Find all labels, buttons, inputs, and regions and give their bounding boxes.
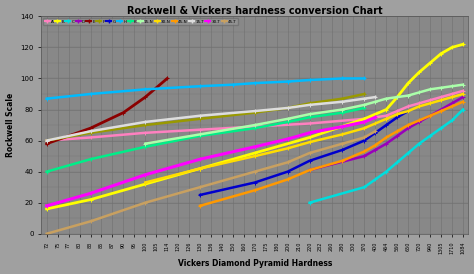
Y-axis label: Rockwell Scale: Rockwell Scale [6,93,15,157]
X-axis label: Vickers Diamond Pyramid Hardness: Vickers Diamond Pyramid Hardness [178,259,332,269]
Legend: A, B, C, D, E, F, G, H, K, 15-N, 30-N, 45-N, 15-T, 30-T, 45-T: A, B, C, D, E, F, G, H, K, 15-N, 30-N, 4… [43,18,238,25]
Title: Rockwell & Vickers hardness conversion Chart: Rockwell & Vickers hardness conversion C… [127,5,383,16]
